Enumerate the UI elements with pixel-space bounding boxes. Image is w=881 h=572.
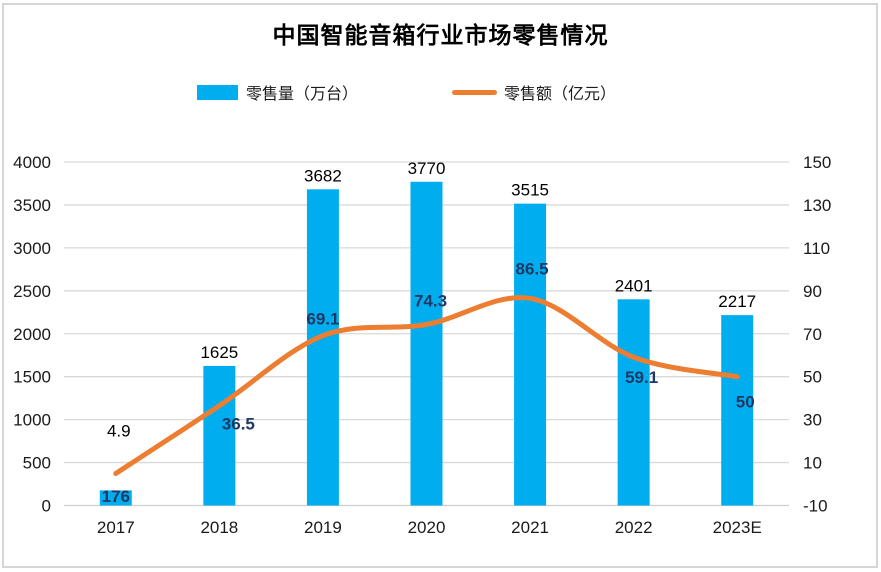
bar-2022 — [617, 299, 650, 506]
retail-value-line — [113, 295, 740, 477]
x-axis-category-label: 2018 — [200, 518, 238, 537]
bar-2021 — [514, 203, 547, 506]
x-axis-category-label: 2021 — [511, 518, 549, 537]
line-value-label: 86.5 — [516, 259, 549, 278]
left-axis-tick-label: 3000 — [13, 239, 51, 258]
legend-item-retail-volume: 零售量（万台） — [197, 83, 359, 103]
bar-value-label: 2401 — [615, 276, 653, 295]
x-axis-category-label: 2023E — [713, 518, 762, 537]
chart-title: 中国智能音箱行业市场零售情况 — [272, 22, 609, 48]
bar-value-label: 2217 — [718, 292, 756, 311]
right-axis-tick-label: 50 — [803, 368, 822, 387]
x-axis-category-label: 2020 — [408, 518, 446, 537]
line-value-label: 4.9 — [107, 422, 131, 441]
left-axis-tick-label: 4000 — [13, 153, 51, 172]
bar-2017 — [99, 490, 132, 506]
bar-2023E — [721, 315, 754, 506]
right-axis-tick-label: -10 — [803, 497, 828, 516]
bar-value-label: 176 — [102, 487, 130, 506]
left-axis-tick-label: 1000 — [13, 411, 51, 430]
legend-item-retail-value: 零售额（亿元） — [452, 83, 617, 103]
right-axis-tick-label: 10 — [803, 454, 822, 473]
legend-bar-swatch-icon — [197, 84, 238, 100]
bar-value-label: 3515 — [511, 181, 549, 200]
line-value-label: 59.1 — [625, 368, 658, 387]
legend-line-swatch-icon — [452, 89, 497, 95]
line-value-label: 74.3 — [414, 292, 447, 311]
right-axis-tick-label: 90 — [803, 282, 822, 301]
right-axis-tick-label: 150 — [803, 153, 831, 172]
left-axis-tick-label: 1500 — [13, 368, 51, 387]
bar-2020 — [410, 181, 443, 506]
bar-value-label: 3682 — [304, 166, 342, 185]
right-axis-tick-label: 110 — [803, 239, 830, 258]
left-axis-tick-label: 2000 — [13, 325, 51, 344]
x-axis-category-label: 2019 — [304, 518, 342, 537]
bar-2018 — [203, 365, 236, 506]
right-axis-tick-label: 30 — [803, 411, 822, 430]
x-axis-category-label: 2022 — [615, 518, 653, 537]
left-axis-tick-label: 3500 — [13, 196, 51, 215]
right-axis-tick-label: 130 — [803, 196, 831, 215]
x-axis-category-label: 2017 — [97, 518, 135, 537]
bar-value-label: 1625 — [200, 343, 238, 362]
bar-value-label: 3770 — [408, 159, 446, 178]
legend-bar-label: 零售量（万台） — [246, 86, 359, 103]
bar-2019 — [306, 189, 339, 506]
right-axis-tick-label: 70 — [803, 325, 822, 344]
left-axis-tick-label: 2500 — [13, 282, 51, 301]
left-axis-tick-label: 500 — [23, 454, 51, 473]
line-value-label: 50 — [736, 393, 755, 412]
line-value-label: 69.1 — [306, 310, 339, 329]
left-axis-tick-label: 0 — [42, 497, 51, 516]
legend-line-label: 零售额（亿元） — [504, 86, 617, 103]
line-value-label: 36.5 — [222, 415, 255, 434]
